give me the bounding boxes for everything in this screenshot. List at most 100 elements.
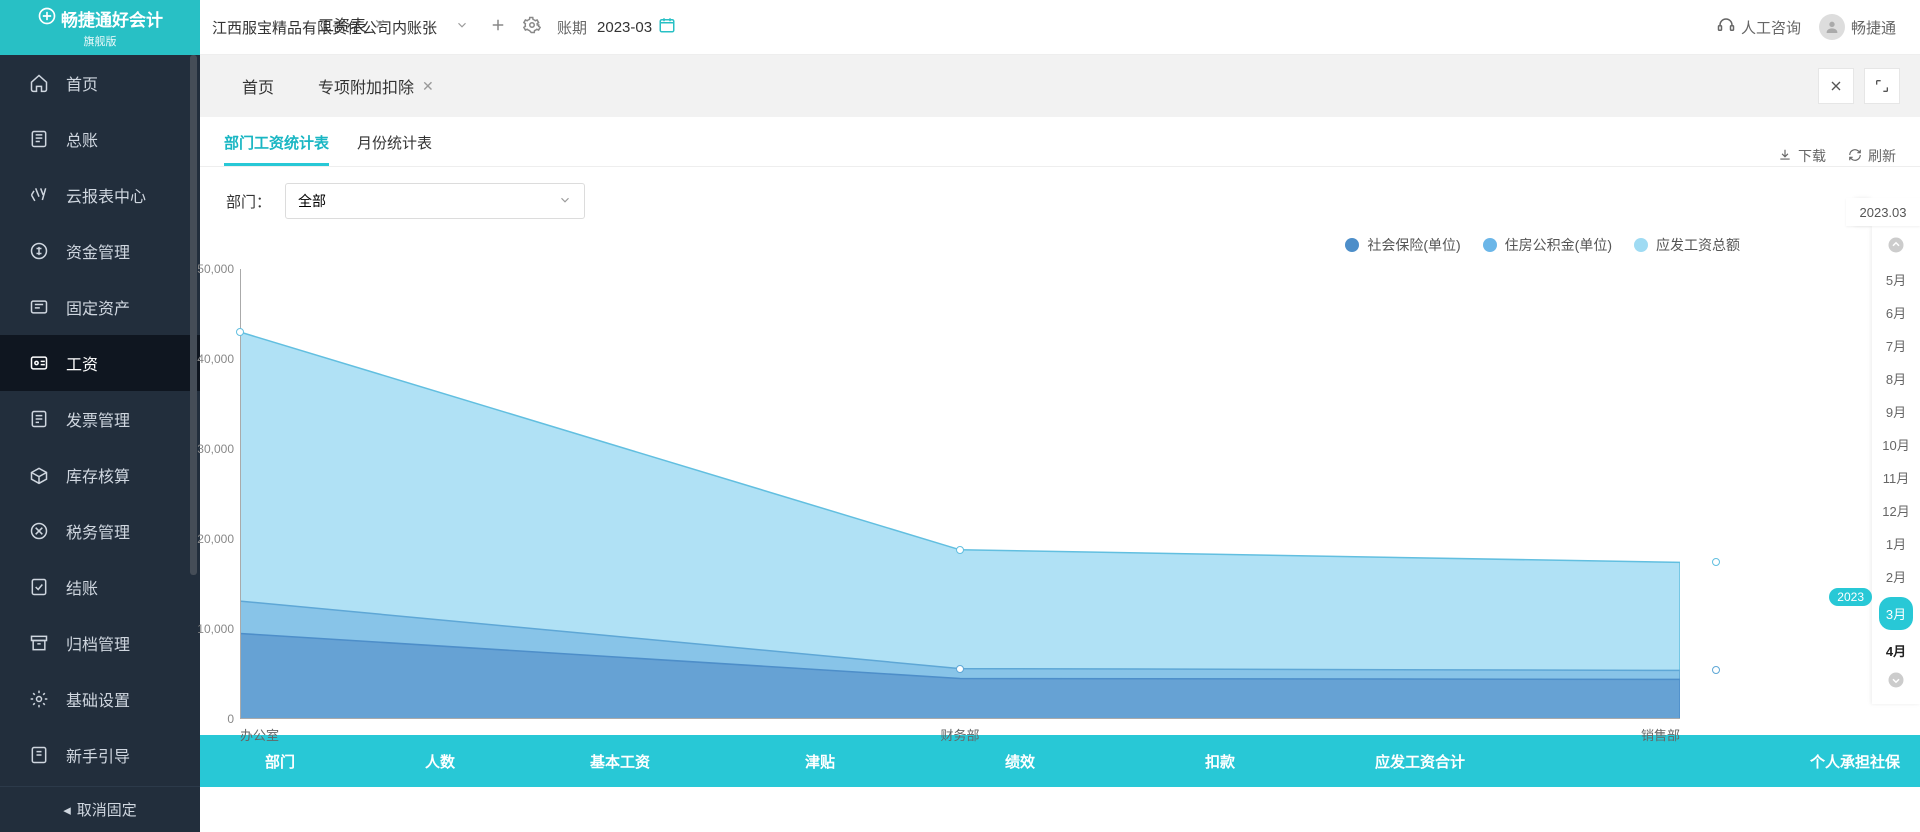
tab-spec[interactable]: 专项附加扣除✕: [296, 55, 472, 117]
sidebar-item-close[interactable]: 结账: [0, 559, 200, 615]
chevron-down-icon: [558, 193, 572, 210]
salary-area-chart: 010,00020,00030,00040,00050,000办公室财务部销售部: [240, 269, 1680, 719]
filter-row: 部门： 全部: [200, 167, 1920, 229]
month-item[interactable]: 7月: [1872, 329, 1920, 362]
sidebar-item-label: 税务管理: [66, 519, 130, 543]
x-axis: [240, 718, 1680, 719]
y-axis: [240, 269, 241, 719]
y-tick-label: 50,000: [197, 262, 234, 276]
month-item[interactable]: 2月: [1872, 560, 1920, 593]
sidebar-item-invoice[interactable]: 发票管理: [0, 391, 200, 447]
sidebar-item-tax[interactable]: 税务管理: [0, 503, 200, 559]
add-button[interactable]: [481, 16, 515, 39]
month-item[interactable]: 9月: [1872, 395, 1920, 428]
tab-close-icon[interactable]: ✕: [422, 78, 434, 95]
user-menu[interactable]: 畅捷通: [1819, 14, 1896, 40]
download-icon: [1778, 148, 1792, 165]
month-item[interactable]: 1月: [1872, 527, 1920, 560]
month-item[interactable]: 3月: [1879, 597, 1913, 630]
tab-close-icon[interactable]: ✕: [374, 16, 386, 33]
expand-button[interactable]: [1864, 68, 1900, 104]
tab-label: 工资表: [318, 12, 366, 36]
chart-marker: [236, 328, 244, 336]
gear-icon[interactable]: [515, 16, 549, 39]
legend-item[interactable]: 应发工资总额: [1634, 235, 1740, 255]
scrollbar-thumb[interactable]: [190, 55, 197, 575]
subtab-dept[interactable]: 部门工资统计表: [224, 132, 329, 166]
table-column-header: 扣款: [1120, 751, 1320, 772]
support-link[interactable]: 人工咨询: [1717, 16, 1801, 38]
sidebar-item-label: 云报表中心: [66, 183, 146, 207]
refresh-button[interactable]: 刷新: [1848, 146, 1896, 166]
calendar-icon[interactable]: [658, 16, 676, 39]
month-item[interactable]: 6月: [1872, 296, 1920, 329]
archive-icon: [28, 633, 50, 653]
tab-bar: 首页 固定资产明细账✕工资表✕专项附加扣除✕个税申报✕工资统计报表✕: [200, 55, 1920, 117]
sidebar-item-label: 归档管理: [66, 631, 130, 655]
legend-color-dot: [1345, 238, 1359, 252]
month-item[interactable]: 8月: [1872, 362, 1920, 395]
legend-item[interactable]: 社会保险(单位): [1345, 235, 1460, 255]
sidebar-item-guide[interactable]: 新手引导: [0, 727, 200, 783]
sidebar-item-fixed[interactable]: 固定资产: [0, 279, 200, 335]
sidebar-item-label: 工资: [66, 351, 98, 375]
top-bar: 畅捷通好会计 旗舰版 江西服宝精品有限责任公司内账张 账期 2023-03 人工…: [0, 0, 1920, 55]
department-select[interactable]: 全部: [285, 183, 585, 219]
chart-marker: [956, 546, 964, 554]
month-item[interactable]: 5月: [1872, 263, 1920, 296]
month-strip-header: 2023.03: [1846, 198, 1920, 226]
select-value: 全部: [298, 191, 326, 211]
ledger-icon: [28, 129, 50, 149]
table-column-header: 应发工资合计: [1320, 751, 1520, 772]
refresh-icon: [1848, 148, 1862, 165]
setting-icon: [28, 689, 50, 709]
download-label: 下载: [1798, 146, 1826, 166]
period-value: 2023-03: [597, 19, 652, 36]
logo-icon: [37, 6, 57, 31]
month-up-button[interactable]: [1887, 232, 1905, 263]
month-item[interactable]: 10月: [1872, 428, 1920, 461]
month-item[interactable]: 4月: [1872, 634, 1920, 667]
download-button[interactable]: 下载: [1778, 146, 1826, 166]
month-down-button[interactable]: [1887, 667, 1905, 698]
legend-item[interactable]: 住房公积金(单位): [1483, 235, 1612, 255]
home-icon: [28, 73, 50, 93]
x-tick-label: 财务部: [940, 725, 979, 744]
y-tick-label: 20,000: [197, 532, 234, 546]
guide-icon: [28, 745, 50, 765]
sidebar-unpin-label: 取消固定: [77, 799, 137, 820]
fund-icon: [28, 241, 50, 261]
salary-icon: [28, 353, 50, 373]
tab-label: 首页: [242, 74, 274, 98]
month-item[interactable]: 12月: [1872, 494, 1920, 527]
sidebar-item-stock[interactable]: 库存核算: [0, 447, 200, 503]
filter-label: 部门：: [226, 191, 271, 212]
tab-sal[interactable]: 工资表 ✕: [296, 0, 472, 55]
sidebar-item-salary[interactable]: 工资: [0, 335, 200, 391]
sidebar: 首页总账云报表中心资金管理固定资产工资发票管理库存核算税务管理结账归档管理基础设…: [0, 55, 200, 832]
legend-color-dot: [1634, 238, 1648, 252]
sidebar-item-home[interactable]: 首页: [0, 55, 200, 111]
tab-home[interactable]: 首页: [220, 55, 296, 117]
close-icon: [28, 577, 50, 597]
period-label: 账期: [557, 17, 587, 38]
logo-subtitle: 旗舰版: [84, 33, 117, 49]
legend-label: 应发工资总额: [1656, 235, 1740, 255]
chart-area: 社会保险(单位) 住房公积金(单位) 应发工资总额 010,00020,00030,…: [200, 229, 1920, 725]
sidebar-item-ledger[interactable]: 总账: [0, 111, 200, 167]
close-all-tabs-button[interactable]: [1818, 68, 1854, 104]
sidebar-item-archive[interactable]: 归档管理: [0, 615, 200, 671]
legend-label: 住房公积金(单位): [1505, 235, 1612, 255]
month-item[interactable]: 11月: [1872, 461, 1920, 494]
sidebar-unpin[interactable]: ◂ 取消固定: [0, 786, 200, 832]
sub-tab-bar: 部门工资统计表 月份统计表 下载 刷新: [200, 117, 1920, 167]
sidebar-item-label: 首页: [66, 71, 98, 95]
avatar: [1819, 14, 1845, 40]
subtab-month[interactable]: 月份统计表: [357, 132, 432, 166]
stock-icon: [28, 465, 50, 485]
sidebar-item-setting[interactable]: 基础设置: [0, 671, 200, 727]
logo-text: 畅捷通好会计: [61, 6, 163, 31]
y-tick-label: 40,000: [197, 352, 234, 366]
sidebar-item-fund[interactable]: 资金管理: [0, 223, 200, 279]
sidebar-item-cloud[interactable]: 云报表中心: [0, 167, 200, 223]
